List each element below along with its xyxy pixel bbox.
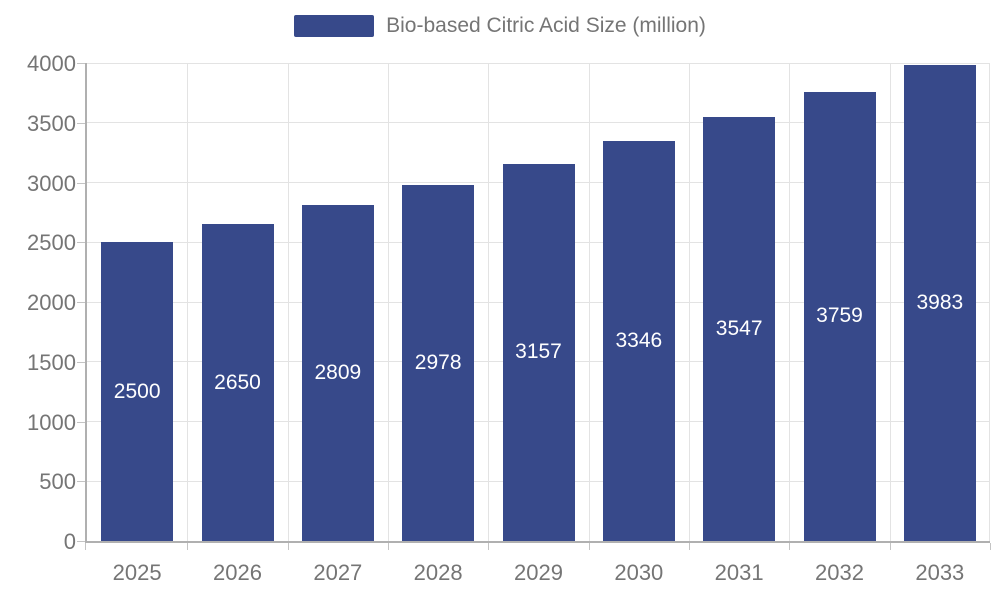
y-tick-label: 500 — [39, 469, 76, 495]
x-tick-label: 2030 — [614, 560, 664, 585]
bar-value-label: 3157 — [515, 340, 562, 364]
x-tick-mark — [287, 543, 289, 550]
x-tick-label: 2026 — [213, 560, 262, 585]
v-gridline — [287, 63, 289, 541]
v-gridline — [588, 63, 590, 541]
bar-value-label: 3346 — [615, 329, 663, 353]
bar[interactable]: 2650 — [201, 224, 274, 541]
x-tick-mark — [889, 543, 891, 550]
y-tick-label: 4000 — [27, 51, 76, 76]
x-tick-label: 2025 — [112, 560, 162, 585]
y-tick-label: 1000 — [27, 409, 76, 435]
chart-legend[interactable]: Bio-based Citric Acid Size (million) — [0, 14, 1000, 38]
x-tick-mark — [789, 543, 791, 550]
bar[interactable]: 2500 — [101, 242, 174, 541]
x-tick-label: 2031 — [714, 560, 764, 585]
y-tick-label: 2500 — [27, 230, 76, 256]
bar[interactable]: 2978 — [402, 185, 475, 541]
x-tick-mark — [689, 543, 690, 550]
v-gridline — [789, 63, 791, 541]
v-gridline — [187, 63, 189, 541]
x-tick-mark — [488, 543, 490, 550]
y-tick-mark — [77, 122, 85, 124]
bar-value-label: 3759 — [816, 304, 863, 328]
v-gridline — [989, 63, 990, 541]
y-tick-mark — [77, 63, 85, 64]
x-tick-label: 2032 — [815, 560, 864, 585]
bar-value-label: 3547 — [715, 317, 763, 341]
x-tick-mark — [85, 543, 86, 550]
bar[interactable]: 3346 — [602, 141, 675, 541]
h-gridline — [87, 62, 990, 64]
y-tick-mark — [77, 182, 85, 184]
x-tick-mark — [388, 543, 389, 550]
y-tick-mark — [77, 242, 85, 244]
bar[interactable]: 2809 — [301, 205, 374, 541]
x-tick-label: 2028 — [413, 560, 463, 585]
x-tick-label: 2033 — [915, 560, 965, 585]
legend-swatch-icon — [294, 15, 375, 37]
plot-area: 2500 2650 2809 2978 3157 3346 3547 3759 3983 — [85, 62, 990, 543]
x-tick-mark — [990, 543, 991, 550]
bar[interactable]: 3157 — [502, 163, 575, 541]
x-tick-mark — [588, 543, 590, 550]
v-gridline — [689, 63, 690, 541]
bar-value-label: 2500 — [113, 379, 161, 403]
y-tick-label: 3000 — [27, 170, 76, 196]
y-tick-label: 1500 — [27, 349, 76, 375]
bar[interactable]: 3983 — [903, 65, 976, 541]
y-tick-mark — [77, 541, 85, 542]
bar[interactable]: 3759 — [803, 91, 876, 541]
y-tick-label: 2000 — [27, 290, 76, 315]
y-tick-mark — [77, 302, 85, 303]
bar-value-label: 2809 — [314, 361, 362, 385]
bar[interactable]: 3547 — [703, 117, 776, 541]
v-gridline — [488, 63, 490, 541]
x-tick-mark — [187, 543, 189, 550]
legend-label: Bio-based Citric Acid Size (million) — [386, 14, 706, 37]
x-tick-label: 2027 — [313, 560, 363, 585]
bar-value-label: 2978 — [414, 351, 462, 375]
v-gridline — [889, 63, 891, 541]
x-tick-label: 2029 — [514, 560, 563, 585]
y-tick-label: 0 — [63, 529, 76, 554]
y-tick-mark — [77, 421, 85, 423]
y-tick-mark — [77, 481, 85, 483]
h-gridline — [87, 122, 990, 124]
y-tick-mark — [77, 361, 85, 363]
bar-value-label: 3983 — [916, 291, 964, 315]
bar-value-label: 2650 — [214, 370, 261, 394]
y-tick-label: 3500 — [27, 110, 76, 136]
v-gridline — [388, 63, 389, 541]
